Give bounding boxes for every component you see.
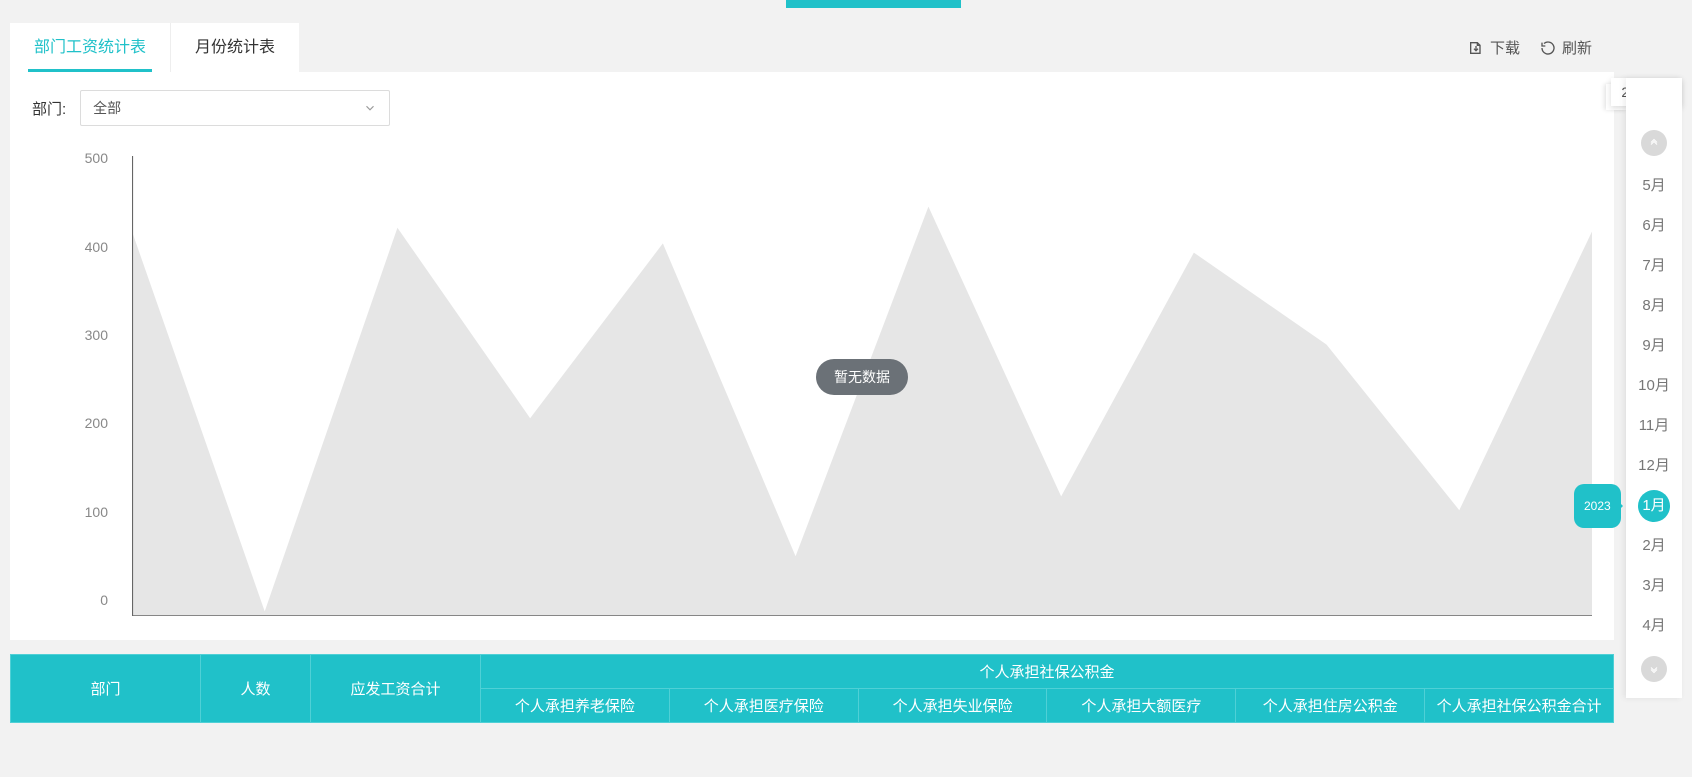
col-count: 人数 bbox=[201, 655, 311, 723]
y-tick: 0 bbox=[100, 592, 108, 608]
timeline-month-label: 11月 bbox=[1639, 417, 1670, 434]
download-label: 下载 bbox=[1490, 37, 1520, 58]
chart-empty-overlay: 暂无数据 bbox=[816, 359, 908, 395]
col-major-medical: 个人承担大额医疗 bbox=[1047, 689, 1236, 723]
timeline-month[interactable]: 7月 bbox=[1626, 246, 1682, 286]
tabs-row: 部门工资统计表 月份统计表 下载 刷新 bbox=[10, 23, 1614, 72]
main-panel: 部门工资统计表 月份统计表 下载 刷新 部门: 全部 bbox=[10, 23, 1614, 723]
timeline-sidebar: 5月 6月 7月 8月 9月 10月 11月 12月 20231月 2月 3月 4月 bbox=[1626, 78, 1682, 698]
tabs-actions: 下载 刷新 bbox=[1468, 37, 1614, 58]
overlay-text: 暂无数据 bbox=[834, 369, 890, 385]
timeline-month[interactable]: 5月 bbox=[1626, 166, 1682, 206]
body-panel: 部门: 全部 0 100 200 300 400 500 bbox=[10, 72, 1614, 640]
timeline-month[interactable]: 9月 bbox=[1626, 326, 1682, 366]
col-social-total: 个人承担社保公积金合计 bbox=[1425, 689, 1614, 723]
chart: 0 100 200 300 400 500 暂无数据 bbox=[32, 146, 1592, 626]
timeline-year-badge: 2023 bbox=[1574, 484, 1621, 528]
tab-label: 月份统计表 bbox=[195, 39, 275, 56]
col-housing-fund: 个人承担住房公积金 bbox=[1236, 689, 1425, 723]
refresh-button[interactable]: 刷新 bbox=[1540, 37, 1592, 58]
timeline-month[interactable]: 20231月 bbox=[1626, 486, 1682, 526]
timeline-month-label: 9月 bbox=[1642, 337, 1665, 354]
timeline-month[interactable]: 2月 bbox=[1626, 526, 1682, 566]
col-group-social: 个人承担社保公积金 bbox=[481, 655, 1614, 689]
tab-department-salary[interactable]: 部门工资统计表 bbox=[10, 23, 170, 72]
timeline-month-label: 1月 bbox=[1642, 497, 1665, 514]
y-tick: 400 bbox=[85, 239, 108, 255]
refresh-label: 刷新 bbox=[1562, 37, 1592, 58]
timeline-month-label: 5月 bbox=[1642, 177, 1665, 194]
refresh-icon bbox=[1540, 40, 1556, 56]
timeline-month-label: 2月 bbox=[1642, 537, 1665, 554]
col-pension: 个人承担养老保险 bbox=[481, 689, 670, 723]
timeline-month-label: 6月 bbox=[1642, 217, 1665, 234]
col-gross: 应发工资合计 bbox=[311, 655, 481, 723]
chevron-up-icon bbox=[1648, 137, 1660, 149]
y-tick: 100 bbox=[85, 504, 108, 520]
timeline-month-label: 7月 bbox=[1642, 257, 1665, 274]
download-icon bbox=[1468, 40, 1484, 56]
tab-month-summary[interactable]: 月份统计表 bbox=[170, 23, 299, 72]
timeline-month-label: 10月 bbox=[1638, 377, 1670, 394]
timeline-down-button[interactable] bbox=[1641, 656, 1667, 682]
filter-row: 部门: 全部 bbox=[32, 90, 1592, 126]
timeline-month-label: 8月 bbox=[1642, 297, 1665, 314]
col-department: 部门 bbox=[11, 655, 201, 723]
salary-table: 部门 人数 应发工资合计 个人承担社保公积金 个人承担养老保险 个人承担医疗保险… bbox=[10, 654, 1614, 723]
col-medical: 个人承担医疗保险 bbox=[669, 689, 858, 723]
timeline-month[interactable]: 10月 bbox=[1626, 366, 1682, 406]
timeline-month-label: 12月 bbox=[1638, 457, 1670, 474]
download-button[interactable]: 下载 bbox=[1468, 37, 1520, 58]
timeline-up-button[interactable] bbox=[1641, 130, 1667, 156]
timeline-month-label: 4月 bbox=[1642, 617, 1665, 634]
y-tick: 200 bbox=[85, 415, 108, 431]
table-wrap: 部门 人数 应发工资合计 个人承担社保公积金 个人承担养老保险 个人承担医疗保险… bbox=[10, 654, 1614, 723]
tab-label: 部门工资统计表 bbox=[34, 39, 146, 56]
timeline-month[interactable]: 6月 bbox=[1626, 206, 1682, 246]
chart-plot-area: 暂无数据 bbox=[132, 156, 1592, 616]
table-header-row-1: 部门 人数 应发工资合计 个人承担社保公积金 bbox=[11, 655, 1614, 689]
chart-y-axis: 0 100 200 300 400 500 bbox=[32, 146, 122, 626]
chevron-down-icon bbox=[363, 101, 377, 115]
col-unemployment: 个人承担失业保险 bbox=[858, 689, 1047, 723]
filter-label: 部门: bbox=[32, 98, 66, 119]
department-select[interactable]: 全部 bbox=[80, 90, 390, 126]
timeline-month[interactable]: 4月 bbox=[1626, 606, 1682, 646]
timeline-month-label: 3月 bbox=[1642, 577, 1665, 594]
chevron-down-icon bbox=[1648, 663, 1660, 675]
y-tick: 300 bbox=[85, 327, 108, 343]
timeline-month[interactable]: 3月 bbox=[1626, 566, 1682, 606]
select-value: 全部 bbox=[93, 98, 121, 118]
timeline-month[interactable]: 11月 bbox=[1626, 406, 1682, 446]
timeline-month[interactable]: 12月 bbox=[1626, 446, 1682, 486]
y-tick: 500 bbox=[85, 150, 108, 166]
timeline-month[interactable]: 8月 bbox=[1626, 286, 1682, 326]
top-accent-bar bbox=[786, 0, 961, 8]
timeline-months: 5月 6月 7月 8月 9月 10月 11月 12月 20231月 2月 3月 4月 bbox=[1626, 166, 1682, 646]
